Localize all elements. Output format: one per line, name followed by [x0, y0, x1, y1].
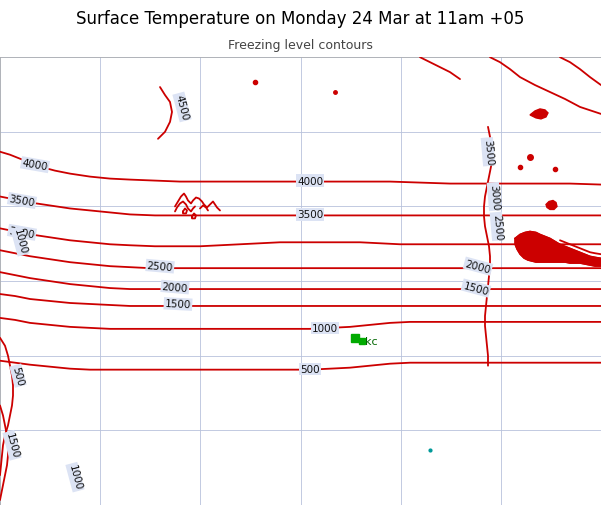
- Text: 3000: 3000: [8, 226, 35, 240]
- Text: 1000: 1000: [312, 323, 338, 333]
- Text: 1500: 1500: [165, 299, 191, 310]
- Text: 500: 500: [300, 364, 320, 374]
- Text: 1500: 1500: [4, 431, 20, 460]
- Text: 1000: 1000: [12, 228, 28, 256]
- Text: 2000: 2000: [162, 281, 189, 293]
- Text: Surface Temperature on Monday 24 Mar at 11am +05: Surface Temperature on Monday 24 Mar at …: [76, 10, 525, 28]
- Text: 4000: 4000: [21, 158, 49, 173]
- Text: 2500: 2500: [147, 261, 174, 273]
- Text: 2500: 2500: [491, 214, 503, 240]
- Text: 4000: 4000: [297, 176, 323, 186]
- Polygon shape: [515, 232, 601, 267]
- Text: kc: kc: [365, 336, 377, 346]
- Text: 1000: 1000: [67, 463, 83, 491]
- Text: 500: 500: [11, 365, 25, 387]
- Text: 2000: 2000: [464, 259, 492, 275]
- Polygon shape: [546, 201, 557, 210]
- Text: 3500: 3500: [482, 139, 494, 166]
- Text: 3000: 3000: [488, 184, 500, 211]
- Text: 1500: 1500: [462, 280, 490, 297]
- Text: 3500: 3500: [297, 210, 323, 220]
- Polygon shape: [530, 110, 548, 120]
- Text: 3500: 3500: [8, 194, 36, 208]
- Text: Freezing level contours: Freezing level contours: [228, 39, 373, 52]
- Text: 4500: 4500: [174, 94, 191, 122]
